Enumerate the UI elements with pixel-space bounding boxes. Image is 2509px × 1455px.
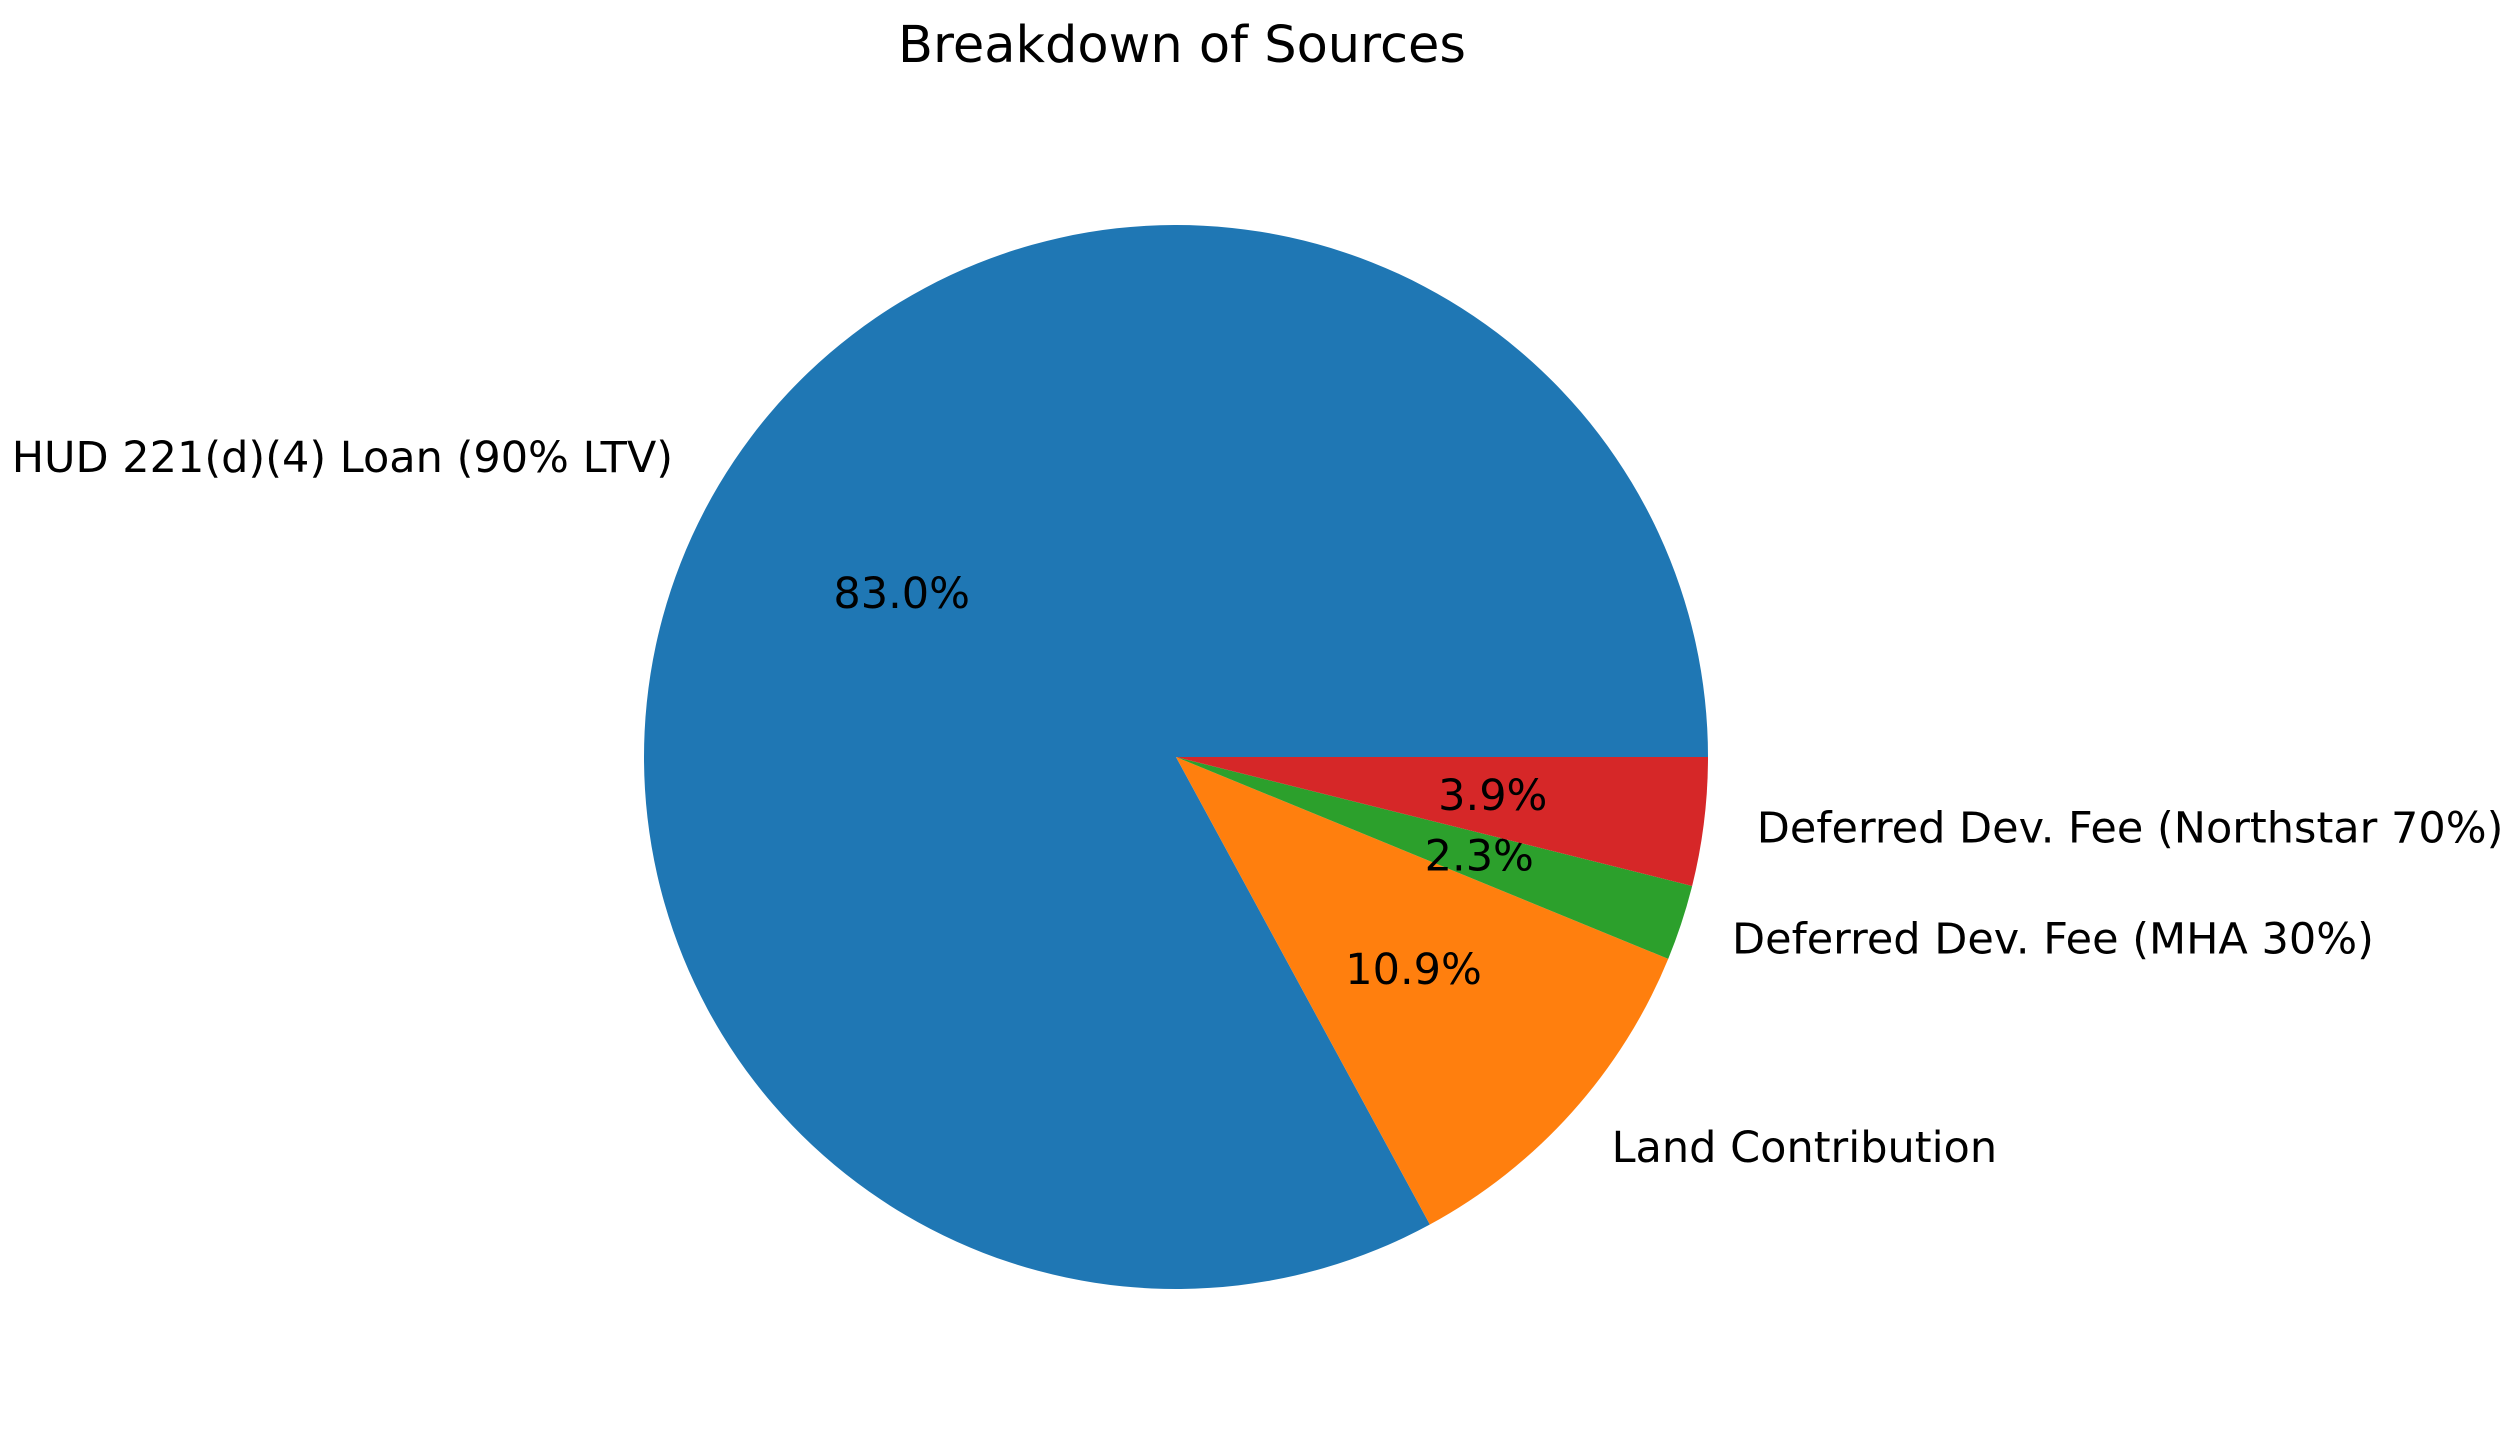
slice-label-deferred-dev-fee-northstar-70: Deferred Dev. Fee (Northstar 70%) xyxy=(1757,803,2504,853)
pie-slice-deferred-dev-fee-mha-30 xyxy=(1176,757,1693,959)
pie-slice-hud-221-d-4-loan-90-ltv xyxy=(644,224,1708,1289)
pct-label-deferred-dev-fee-northstar-70: 3.9% xyxy=(1438,771,1547,821)
pct-label-hud-221-d-4-loan-90-ltv: 83.0% xyxy=(833,569,970,619)
slice-label-deferred-dev-fee-mha-30: Deferred Dev. Fee (MHA 30%) xyxy=(1732,914,2374,964)
chart-title: Breakdown of Sources xyxy=(898,16,1466,75)
pie-slice-deferred-dev-fee-northstar-70 xyxy=(1176,757,1708,886)
slice-label-hud-221-d-4-loan-90-ltv: HUD 221(d)(4) Loan (90% LTV) xyxy=(12,433,673,483)
slice-label-land-contribution: Land Contribution xyxy=(1612,1123,1998,1173)
pct-label-land-contribution: 10.9% xyxy=(1345,945,1482,995)
pie-slice-land-contribution xyxy=(1176,757,1669,1225)
